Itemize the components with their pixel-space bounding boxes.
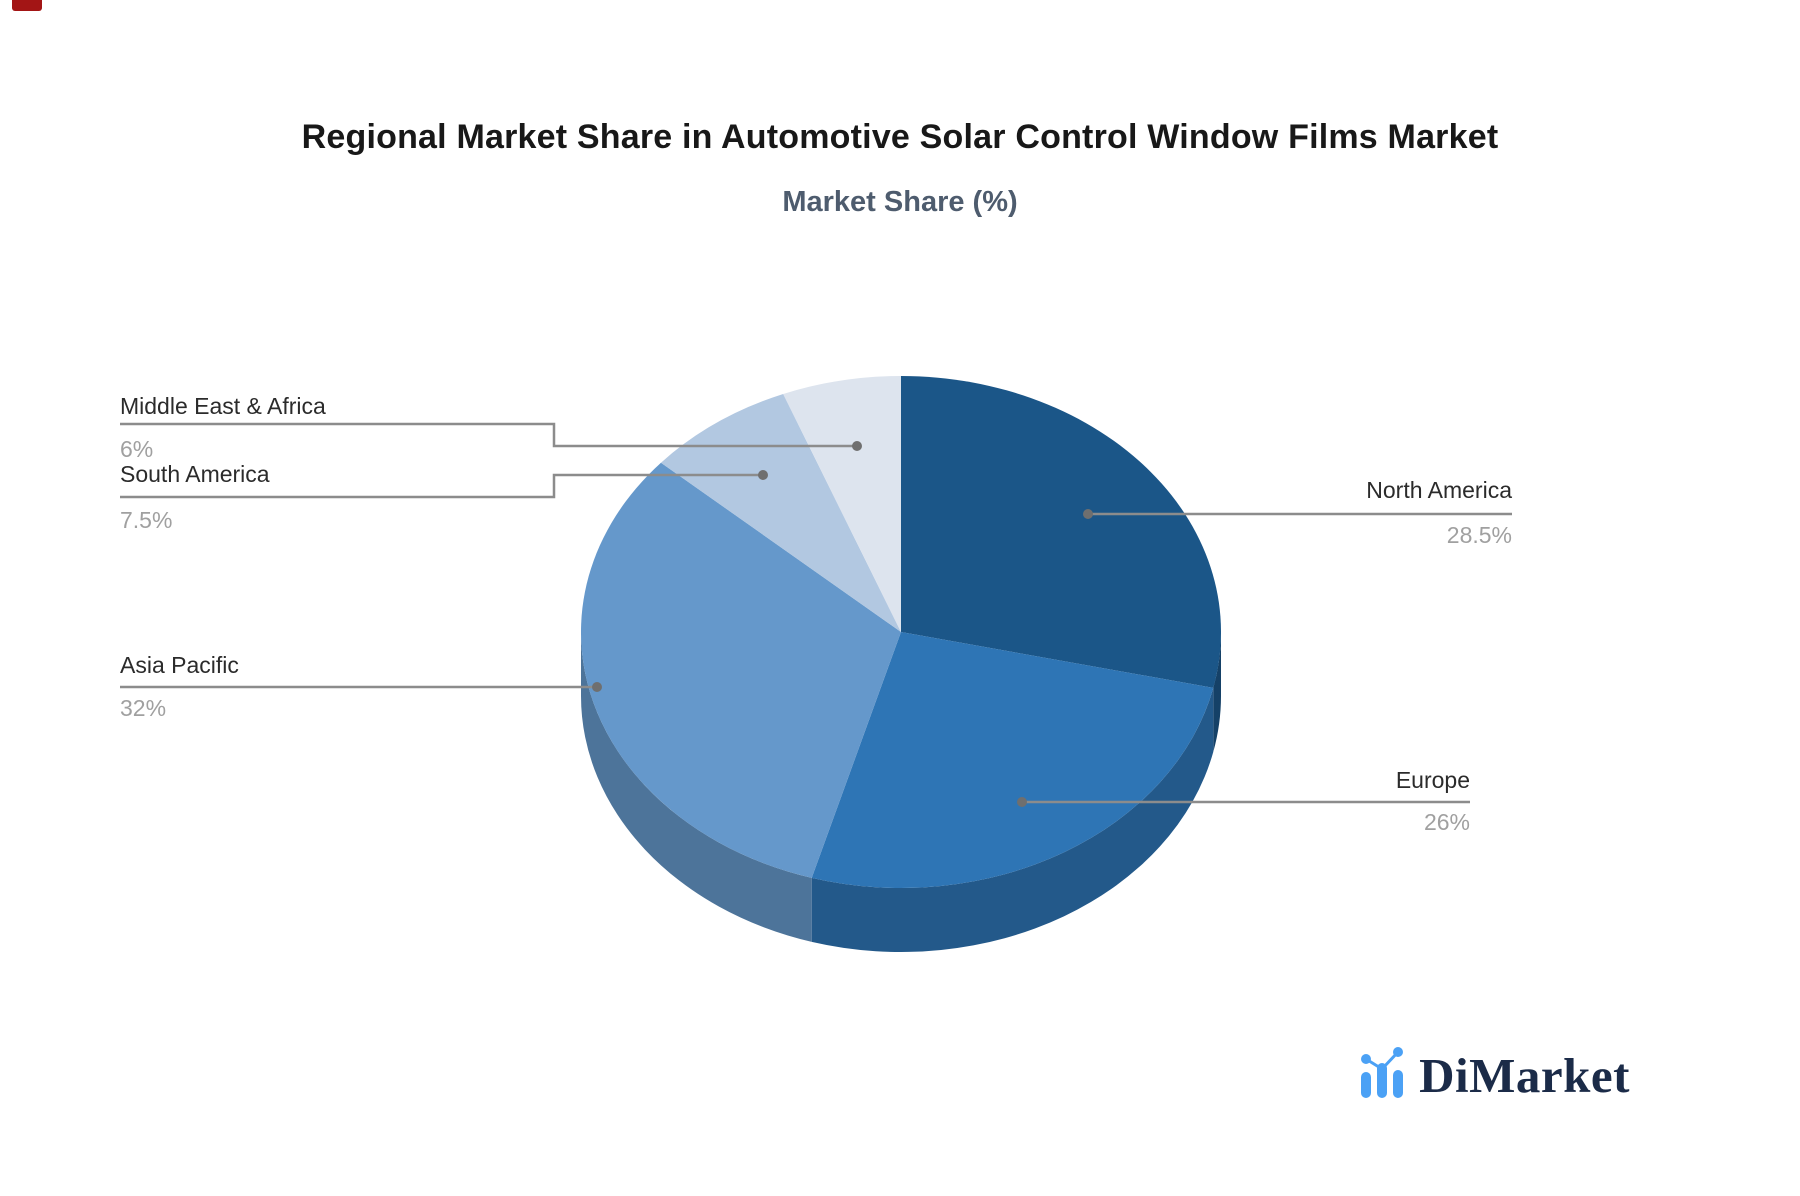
label-block-middle-east-africa: Middle East & Africa 6%: [120, 393, 326, 463]
logo-text: DiMarket: [1419, 1048, 1630, 1103]
red-corner-mark: [12, 0, 42, 11]
pie-slice-south-america[interactable]: [660, 393, 901, 632]
label-block-south-america: South America 7.5%: [120, 461, 270, 534]
pie-slice-depth-north-america: [1213, 632, 1221, 752]
chart-title: Regional Market Share in Automotive Sola…: [301, 118, 1499, 156]
pie-slice-middle-east-africa[interactable]: [783, 376, 901, 632]
pie-slice-north-america[interactable]: [901, 376, 1221, 688]
bar-line-chart-icon: [1361, 1047, 1404, 1098]
label-block-asia-pacific: Asia Pacific 32%: [120, 652, 239, 722]
slice-value: 7.5%: [120, 506, 173, 533]
pie-slice-europe[interactable]: [811, 632, 1214, 888]
pie-slice-depth-asia-pacific: [581, 632, 812, 942]
chart-subtitle: Market Share (%): [782, 186, 1018, 218]
pie-slice-asia-pacific[interactable]: [580, 462, 901, 878]
pie-slice-depth-europe: [811, 687, 1214, 952]
label-block-north-america: North America 28.5%: [1366, 477, 1512, 549]
slice-label: Middle East & Africa: [120, 393, 326, 419]
slice-label: North America: [1366, 477, 1512, 503]
leader-line-middle-east-africa: [120, 422, 857, 448]
slice-label: South America: [120, 461, 270, 487]
slice-value: 26%: [1423, 808, 1470, 835]
leader-dot-europe: [1017, 797, 1027, 807]
slice-value: 32%: [120, 694, 167, 721]
leader-dot-asia-pacific: [592, 682, 602, 692]
slice-label: Europe: [1395, 767, 1470, 793]
leader-line-south-america: [120, 473, 763, 499]
leader-dot-south-america: [758, 470, 768, 480]
slice-value: 6%: [120, 435, 154, 462]
dimarket-logo: DiMarket: [1359, 1038, 1630, 1100]
leader-dot-north-america: [1083, 509, 1093, 519]
slice-value: 28.5%: [1446, 521, 1512, 548]
label-block-europe: Europe 26%: [1396, 767, 1470, 836]
slice-label: Asia Pacific: [120, 652, 239, 678]
leader-dot-middle-east-africa: [852, 441, 862, 451]
